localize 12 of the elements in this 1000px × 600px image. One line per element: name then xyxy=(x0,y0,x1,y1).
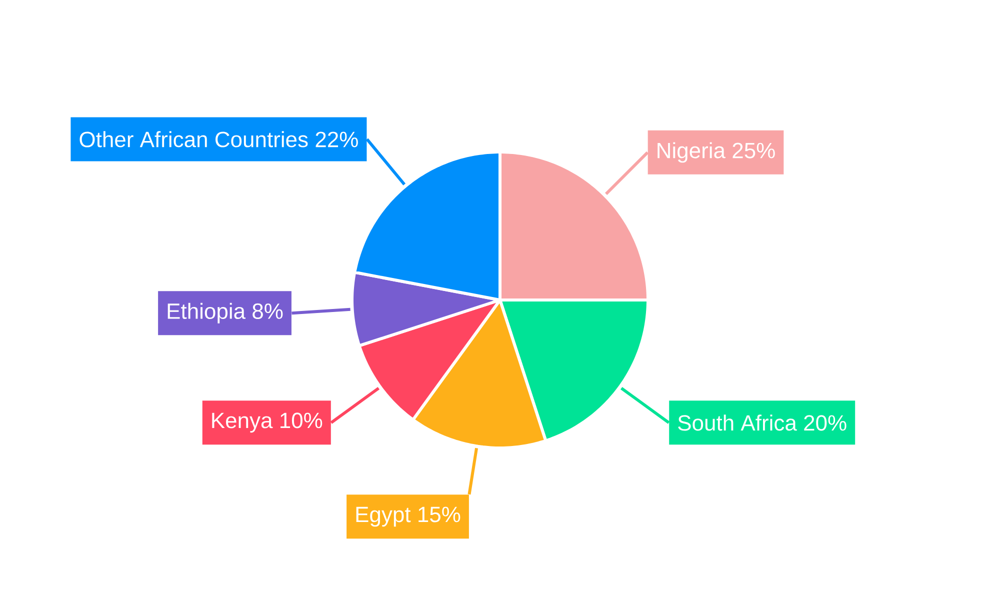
slice-label: Kenya xyxy=(212,412,273,433)
data-label: 20% xyxy=(804,415,846,431)
slice-label: South Africa xyxy=(678,414,797,431)
data-label: 25% xyxy=(732,142,775,158)
data-label: 15% xyxy=(418,506,460,522)
data-label: 10% xyxy=(280,412,322,428)
slice-label: Other African Countries xyxy=(80,131,308,148)
data-label: 8% xyxy=(252,303,283,319)
data-label: 22% xyxy=(316,132,358,148)
slice-label: Egypt xyxy=(356,506,411,527)
slice-label: Ethiopia xyxy=(168,302,246,324)
slice-label: Nigeria xyxy=(658,142,726,163)
